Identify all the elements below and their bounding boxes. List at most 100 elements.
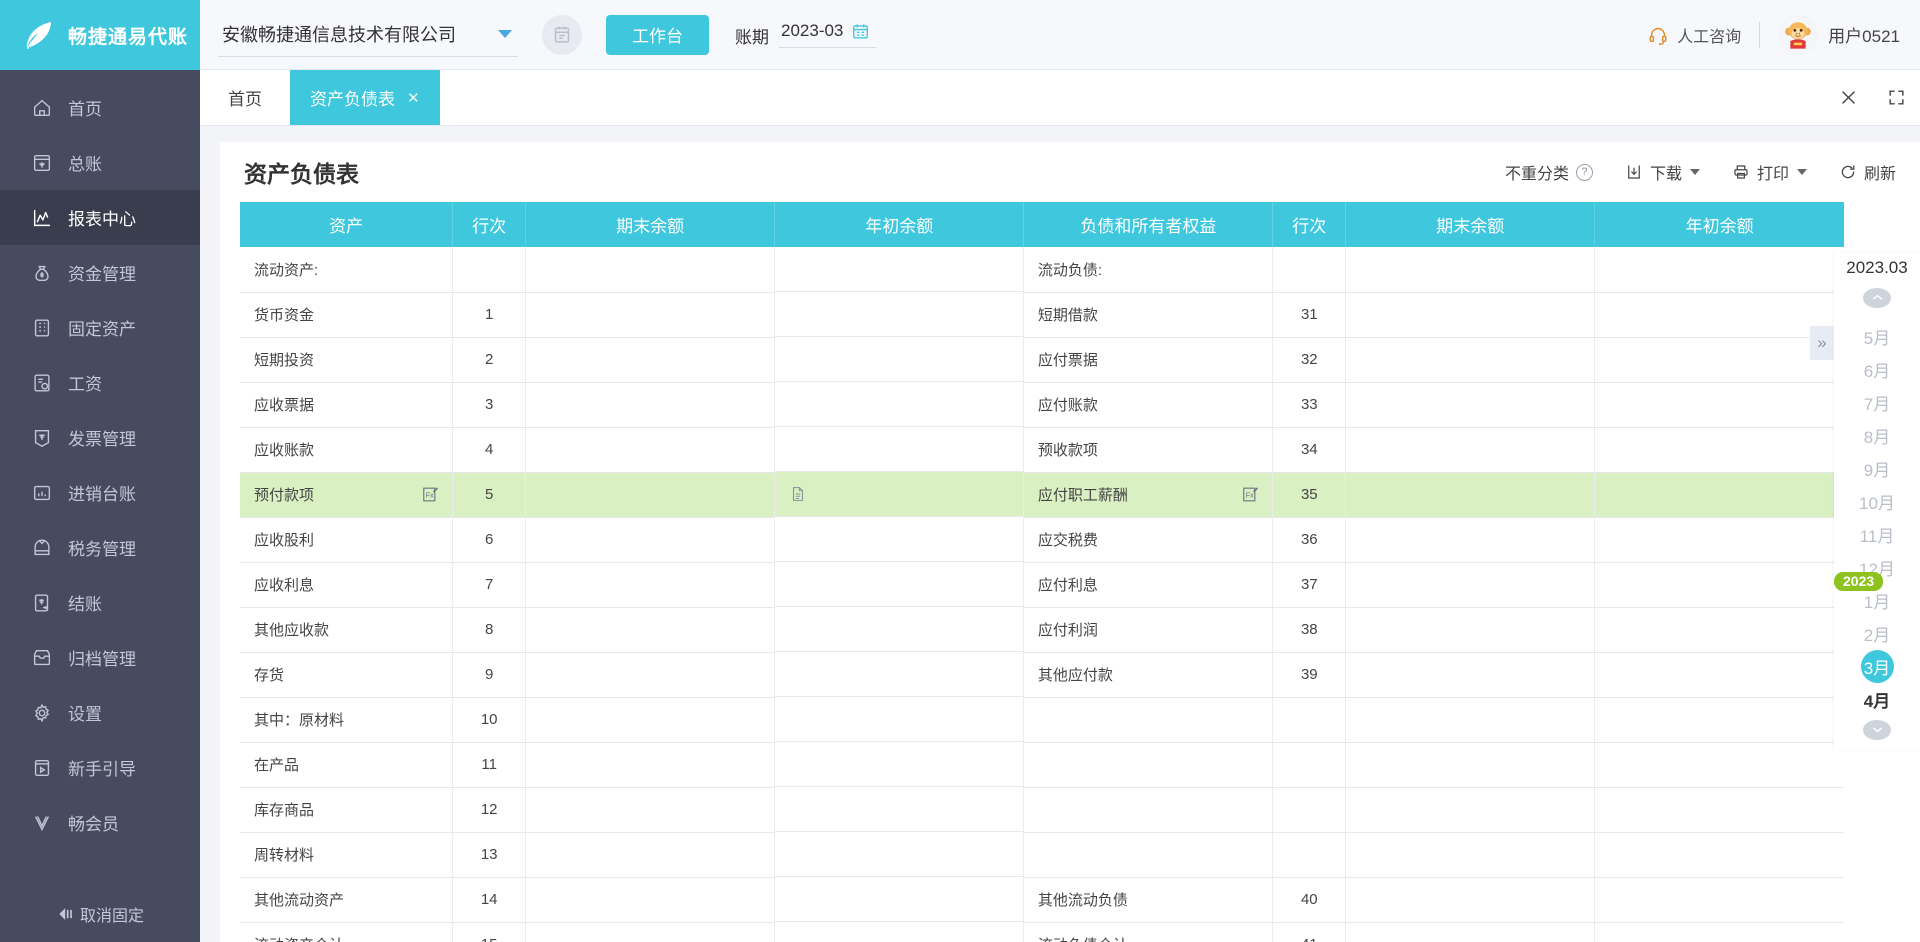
cell-asset-lineno[interactable]: 1 [452, 292, 526, 338]
cell-asset-lineno[interactable]: 9 [452, 652, 526, 698]
table-row[interactable]: 存货 9 其他应付款 39 [240, 652, 1844, 698]
cell-liability-name[interactable] [1023, 787, 1274, 833]
cell-liability-ending[interactable] [1345, 697, 1596, 743]
table-row[interactable]: 短期投资 2 应付票据 32 [240, 337, 1844, 383]
cell-liability-ending[interactable] [1345, 337, 1596, 383]
cell-asset-ending[interactable] [525, 247, 776, 293]
table-row[interactable]: 周转材料 13 [240, 832, 1844, 878]
calendar-round-icon[interactable] [542, 14, 582, 55]
chevron-down-icon[interactable] [1863, 719, 1891, 740]
cell-asset-beginning[interactable] [775, 472, 1024, 517]
col-asset-begin[interactable]: 年初余额 [774, 202, 1025, 247]
cell-liability-name[interactable]: 应付票据 [1023, 337, 1274, 383]
cell-liability-lineno[interactable] [1272, 247, 1347, 293]
cell-asset-ending[interactable] [525, 517, 776, 563]
sidebar-item-report-center[interactable]: 报表中心 [0, 190, 200, 245]
cell-asset-name[interactable]: 流动资产: [240, 247, 454, 293]
cell-liability-lineno[interactable]: 40 [1272, 877, 1347, 923]
cell-liability-beginning[interactable] [1594, 652, 1844, 698]
question-icon[interactable]: ? [1575, 163, 1593, 181]
cell-asset-ending[interactable] [525, 382, 776, 428]
sidebar-pin-toggle[interactable]: 取消固定 [0, 886, 200, 942]
user-menu[interactable]: 用户0521 [1760, 14, 1900, 55]
cell-liability-beginning[interactable] [1594, 877, 1844, 923]
cell-asset-name[interactable]: 其他流动资产 [240, 877, 454, 923]
table-row[interactable]: 流动资产: 流动负债: [240, 247, 1844, 293]
month-item-6月[interactable]: 6月 [1834, 353, 1920, 386]
cell-liability-lineno[interactable] [1272, 742, 1347, 788]
cell-asset-lineno[interactable]: 10 [452, 697, 526, 743]
cell-asset-lineno[interactable]: 4 [452, 427, 526, 473]
cell-asset-name[interactable]: 流动资产合计 [240, 922, 454, 942]
cell-liability-beginning[interactable] [1594, 832, 1844, 878]
cell-liability-ending[interactable] [1345, 382, 1596, 428]
table-row[interactable]: 库存商品 12 [240, 787, 1844, 833]
cell-asset-name[interactable]: 存货 [240, 652, 454, 698]
workbench-button[interactable]: 工作台 [606, 14, 709, 55]
close-icon[interactable] [1824, 70, 1872, 125]
month-item-3月[interactable]: 3月 [1834, 649, 1920, 683]
cell-liability-ending[interactable] [1345, 427, 1596, 473]
cell-liability-name[interactable]: 应付利润 [1023, 607, 1274, 653]
table-row[interactable]: 应收票据 3 应付账款 33 [240, 382, 1844, 428]
cell-liability-name[interactable]: 其他应付款 [1023, 652, 1274, 698]
cell-asset-beginning[interactable] [775, 652, 1024, 697]
sidebar-item-payroll[interactable]: 工资 [0, 355, 200, 410]
cell-asset-lineno[interactable]: 15 [452, 922, 526, 942]
cell-asset-beginning[interactable] [775, 697, 1024, 742]
table-row[interactable]: 应收利息 7 应付利息 37 [240, 562, 1844, 608]
cell-liability-ending[interactable] [1345, 562, 1596, 608]
company-selector[interactable]: 安徽畅捷通信息技术有限公司 [218, 13, 518, 57]
cell-asset-lineno[interactable]: 12 [452, 787, 526, 833]
month-item-10月[interactable]: 10月 [1834, 485, 1920, 518]
month-item-7月[interactable]: 7月 [1834, 386, 1920, 419]
cell-asset-ending[interactable] [525, 472, 776, 518]
cell-liability-beginning[interactable] [1594, 472, 1844, 518]
rail-period-label[interactable]: 2023.03 [1834, 252, 1920, 284]
cell-asset-ending[interactable] [525, 562, 776, 608]
cell-asset-ending[interactable] [525, 832, 776, 878]
balance-sheet-scroll[interactable]: 资产 行次 期末余额 年初余额 负债和所有者权益 行次 期末余额 年初余额 流动… [220, 202, 1920, 942]
cell-asset-lineno[interactable]: 7 [452, 562, 526, 608]
cell-asset-lineno[interactable]: 5 [452, 472, 526, 518]
cell-liability-beginning[interactable] [1594, 742, 1844, 788]
sidebar-item-inventory-ledger[interactable]: 进销台账 [0, 465, 200, 520]
cell-liability-ending[interactable] [1345, 832, 1596, 878]
cell-asset-beginning[interactable] [775, 607, 1024, 652]
sidebar-item-fixed-assets[interactable]: 固定资产 [0, 300, 200, 355]
sidebar-item-archive-management[interactable]: 归档管理 [0, 630, 200, 685]
cell-liability-name[interactable]: 应付职工薪酬 Fx [1023, 472, 1274, 518]
sidebar-item-closing[interactable]: 结账 [0, 575, 200, 630]
tab-balance-sheet[interactable]: 资产负债表 ✕ [290, 70, 440, 125]
cell-asset-beginning[interactable] [775, 877, 1024, 922]
cell-asset-beginning[interactable] [775, 742, 1024, 787]
cell-liability-beginning[interactable] [1594, 787, 1844, 833]
col-liab-begin[interactable]: 年初余额 [1594, 202, 1844, 247]
col-asset-ending[interactable]: 期末余额 [525, 202, 776, 247]
cell-liability-beginning[interactable] [1594, 337, 1844, 383]
cell-asset-beginning[interactable] [775, 922, 1024, 942]
sidebar-item-tax-management[interactable]: 税务管理 [0, 520, 200, 575]
cell-liability-name[interactable]: 应交税费 [1023, 517, 1274, 563]
cell-asset-ending[interactable] [525, 697, 776, 743]
table-row[interactable]: 流动资产合计15 流动负债合计41 [240, 922, 1844, 942]
cell-asset-name[interactable]: 应收票据 [240, 382, 454, 428]
col-liab-lineno[interactable]: 行次 [1272, 202, 1347, 247]
cell-asset-name[interactable]: 短期投资 [240, 337, 454, 383]
tab-home[interactable]: 首页 [228, 90, 262, 109]
cell-asset-beginning[interactable] [775, 787, 1024, 832]
month-item-5月[interactable]: 5月 [1834, 320, 1920, 353]
cell-liability-ending[interactable] [1345, 247, 1596, 293]
cell-asset-ending[interactable] [525, 337, 776, 383]
cell-liability-name[interactable]: 短期借款 [1023, 292, 1274, 338]
cell-asset-name[interactable]: 在产品 [240, 742, 454, 788]
sidebar-item-invoice-management[interactable]: 发票管理 [0, 410, 200, 465]
cell-liability-ending[interactable] [1345, 517, 1596, 563]
cell-asset-lineno[interactable]: 8 [452, 607, 526, 653]
cell-liability-lineno[interactable]: 38 [1272, 607, 1347, 653]
cell-asset-ending[interactable] [525, 742, 776, 788]
formula-fx-icon[interactable]: Fx [420, 485, 440, 505]
cell-liability-ending[interactable] [1345, 472, 1596, 518]
collapse-right-icon[interactable]: » [1810, 326, 1834, 360]
sidebar-item-settings[interactable]: 设置 [0, 685, 200, 740]
